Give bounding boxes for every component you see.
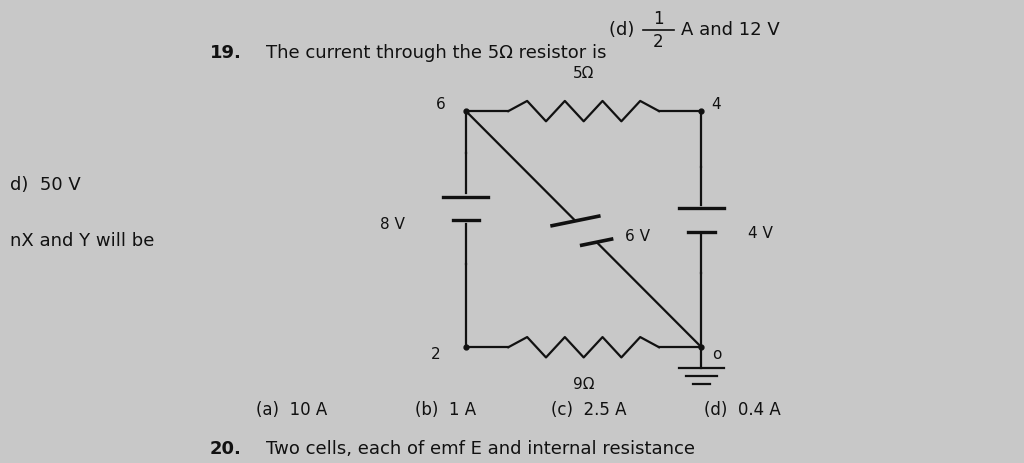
Text: o: o: [712, 347, 721, 362]
Text: (d)  0.4 A: (d) 0.4 A: [705, 401, 780, 419]
Text: A and 12 V: A and 12 V: [681, 21, 779, 39]
Text: 2: 2: [653, 33, 664, 50]
Text: 20.: 20.: [210, 440, 242, 458]
Text: 4 V: 4 V: [748, 226, 772, 241]
Text: The current through the 5Ω resistor is: The current through the 5Ω resistor is: [266, 44, 607, 62]
Text: (c)  2.5 A: (c) 2.5 A: [551, 401, 627, 419]
Text: 1: 1: [653, 10, 664, 27]
Text: 4: 4: [712, 97, 721, 112]
Text: d)  50 V: d) 50 V: [10, 176, 81, 194]
Text: 8 V: 8 V: [380, 217, 404, 232]
Text: 9Ω: 9Ω: [573, 377, 594, 392]
Text: (d): (d): [609, 21, 640, 39]
Text: (b)  1 A: (b) 1 A: [415, 401, 476, 419]
Text: 2: 2: [431, 347, 440, 362]
Text: 19.: 19.: [210, 44, 242, 62]
Text: Two cells, each of emf E and internal resistance: Two cells, each of emf E and internal re…: [266, 440, 695, 458]
Text: 5Ω: 5Ω: [573, 66, 594, 81]
Text: 6: 6: [435, 97, 445, 112]
Text: nX and Y will be: nX and Y will be: [10, 232, 155, 250]
Text: 6 V: 6 V: [625, 229, 649, 244]
Text: (a)  10 A: (a) 10 A: [256, 401, 328, 419]
